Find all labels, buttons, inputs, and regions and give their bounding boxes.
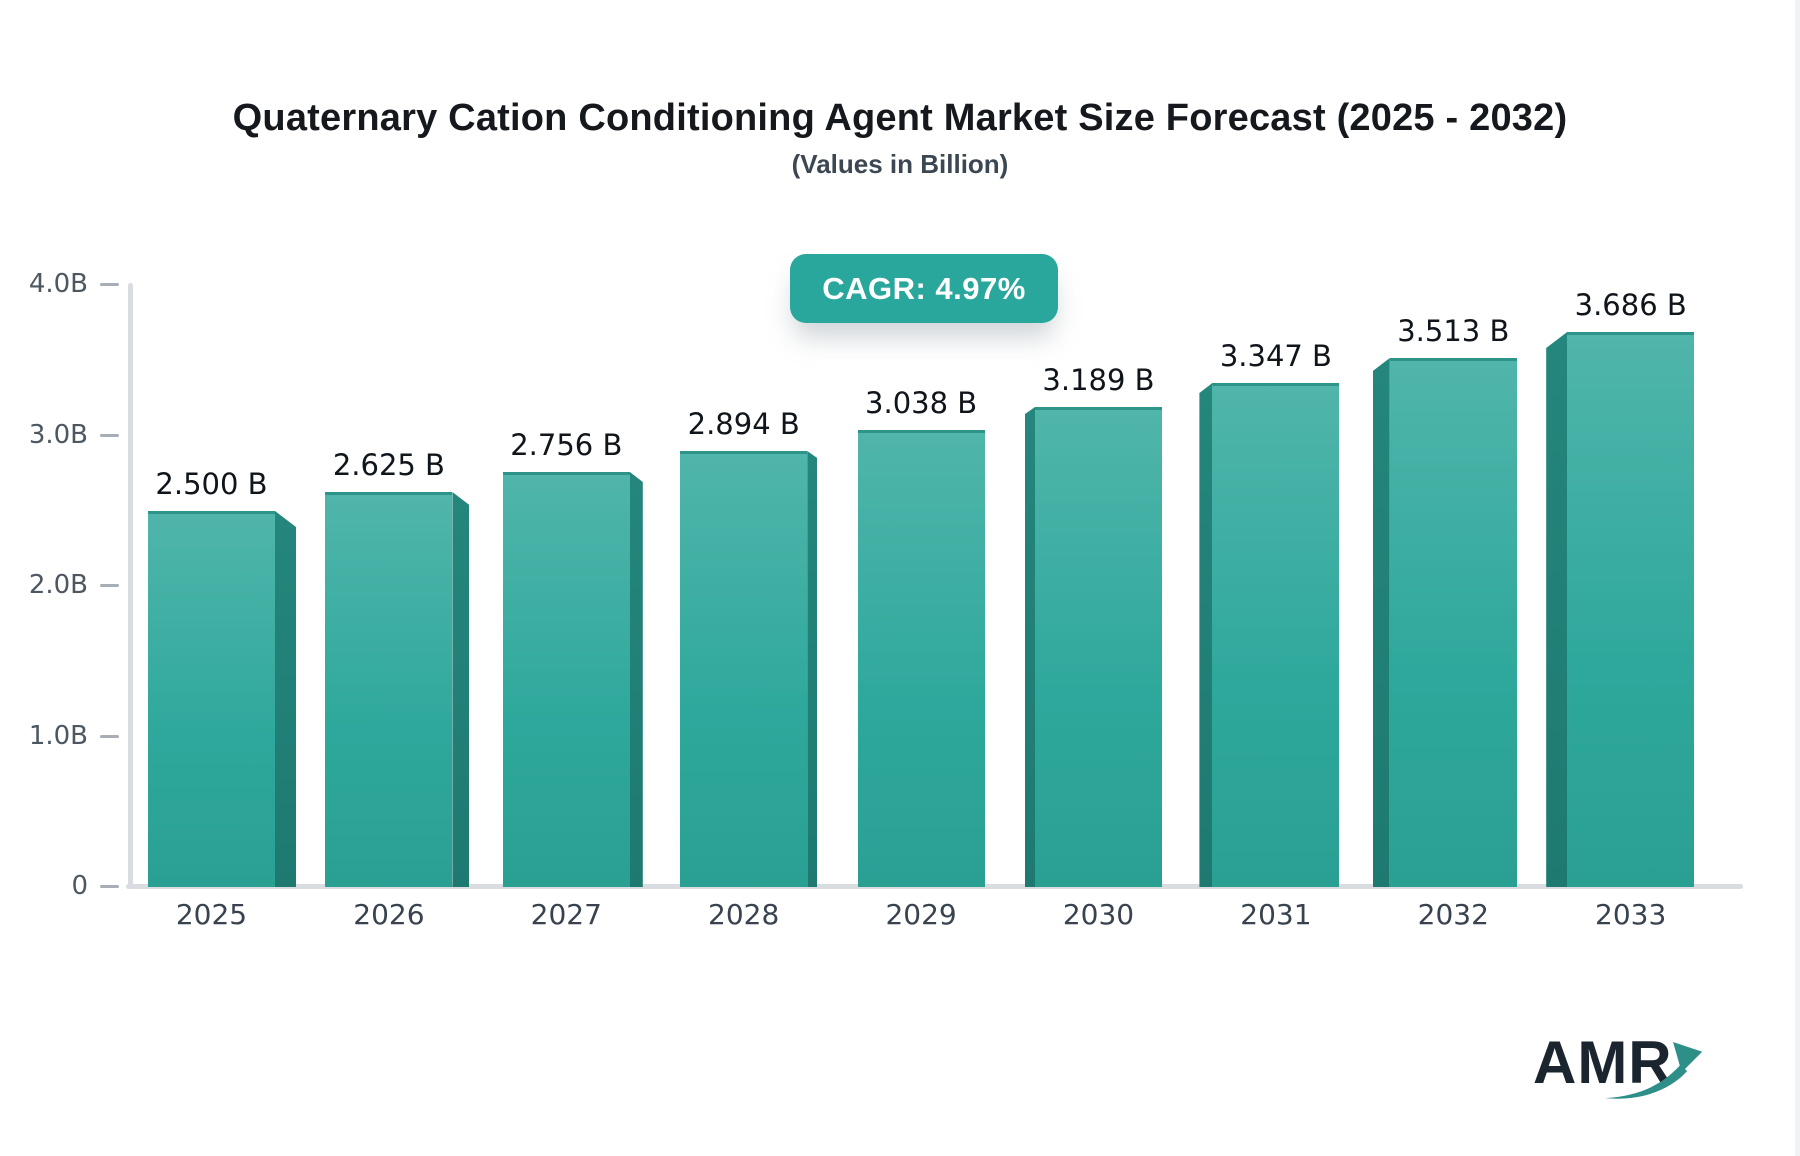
y-axis-line	[128, 283, 133, 889]
bar-value-label: 3.038 B	[865, 386, 978, 420]
bar-value-label: 2.756 B	[510, 428, 623, 462]
bar-face	[148, 511, 275, 887]
bar-side-panel	[1025, 407, 1035, 887]
y-tick-mark	[100, 433, 119, 437]
cagr-badge: CAGR: 4.97%	[790, 254, 1058, 323]
chart-subtitle: (Values in Billion)	[791, 149, 1009, 179]
bar-value-label: 2.625 B	[332, 448, 445, 482]
bar-value-label: 3.513 B	[1397, 314, 1510, 348]
bar-face	[1389, 358, 1517, 887]
bar-2027: 2.756 B 2027	[502, 428, 643, 931]
bar-face	[325, 492, 453, 887]
amr-logo-text: AMR	[1533, 1029, 1673, 1096]
bar-side-panel	[1372, 358, 1390, 887]
bar-value-label: 3.686 B	[1574, 288, 1687, 322]
bar-face	[680, 451, 808, 887]
growth-arrow-icon	[1605, 1042, 1703, 1099]
bar-2025: 2.500 B 2025	[148, 467, 296, 931]
y-tick-mark	[100, 734, 119, 738]
x-tick-label: 2025	[175, 898, 248, 931]
bar-value-label: 2.500 B	[155, 467, 268, 501]
bar-2030: 3.189 B 2030	[1025, 363, 1162, 931]
bar-2033: 3.686 B 2033	[1546, 288, 1695, 931]
bar-2026: 2.625 B 2026	[325, 448, 470, 931]
amr-logo: AMR	[1533, 1028, 1713, 1108]
y-tick-label: 1.0B	[28, 720, 88, 751]
bar-face	[1035, 407, 1162, 887]
bar-side-panel	[1199, 383, 1213, 887]
bar-value-label: 3.189 B	[1042, 363, 1155, 397]
bar-side-panel	[807, 451, 818, 887]
bar-2029: 3.038 B 2029	[857, 386, 985, 931]
bar-face	[857, 430, 985, 887]
y-tick-label: 3.0B	[28, 419, 88, 450]
x-tick-label: 2027	[530, 898, 602, 931]
cagr-badge-label: CAGR: 4.97%	[822, 270, 1026, 306]
x-tick-label: 2033	[1595, 898, 1667, 931]
y-tick-label: 2.0B	[28, 570, 88, 600]
x-tick-label: 2026	[353, 898, 425, 931]
y-tick-mark	[100, 283, 119, 286]
x-tick-label: 2031	[1240, 898, 1312, 931]
bar-side-panel	[275, 511, 296, 887]
y-tick-label: 4.0B	[28, 269, 88, 299]
bar-value-label: 2.894 B	[687, 407, 800, 441]
y-tick-mark	[100, 885, 119, 888]
bar-side-panel	[452, 492, 470, 887]
y-tick-mark	[100, 584, 119, 587]
y-tick-label: 0	[71, 871, 88, 901]
chart-title: Quaternary Cation Conditioning Agent Mar…	[232, 97, 1568, 139]
x-tick-label: 2028	[708, 898, 780, 931]
bar-side-panel	[629, 472, 643, 887]
x-tick-label: 2030	[1062, 898, 1135, 931]
bar-2028: 2.894 B 2028	[680, 407, 818, 931]
x-tick-label: 2032	[1417, 898, 1489, 931]
bar-face	[1212, 383, 1340, 887]
bar-2031: 3.347 B 2031	[1199, 339, 1340, 931]
x-tick-label: 2029	[885, 898, 957, 931]
bar-2032: 3.513 B 2032	[1372, 314, 1517, 931]
bar-side-panel	[1546, 332, 1568, 887]
bar-value-label: 3.347 B	[1219, 339, 1332, 373]
bar-face	[1567, 332, 1695, 887]
bar-face	[502, 472, 630, 887]
window-edge	[1795, 0, 1800, 1156]
